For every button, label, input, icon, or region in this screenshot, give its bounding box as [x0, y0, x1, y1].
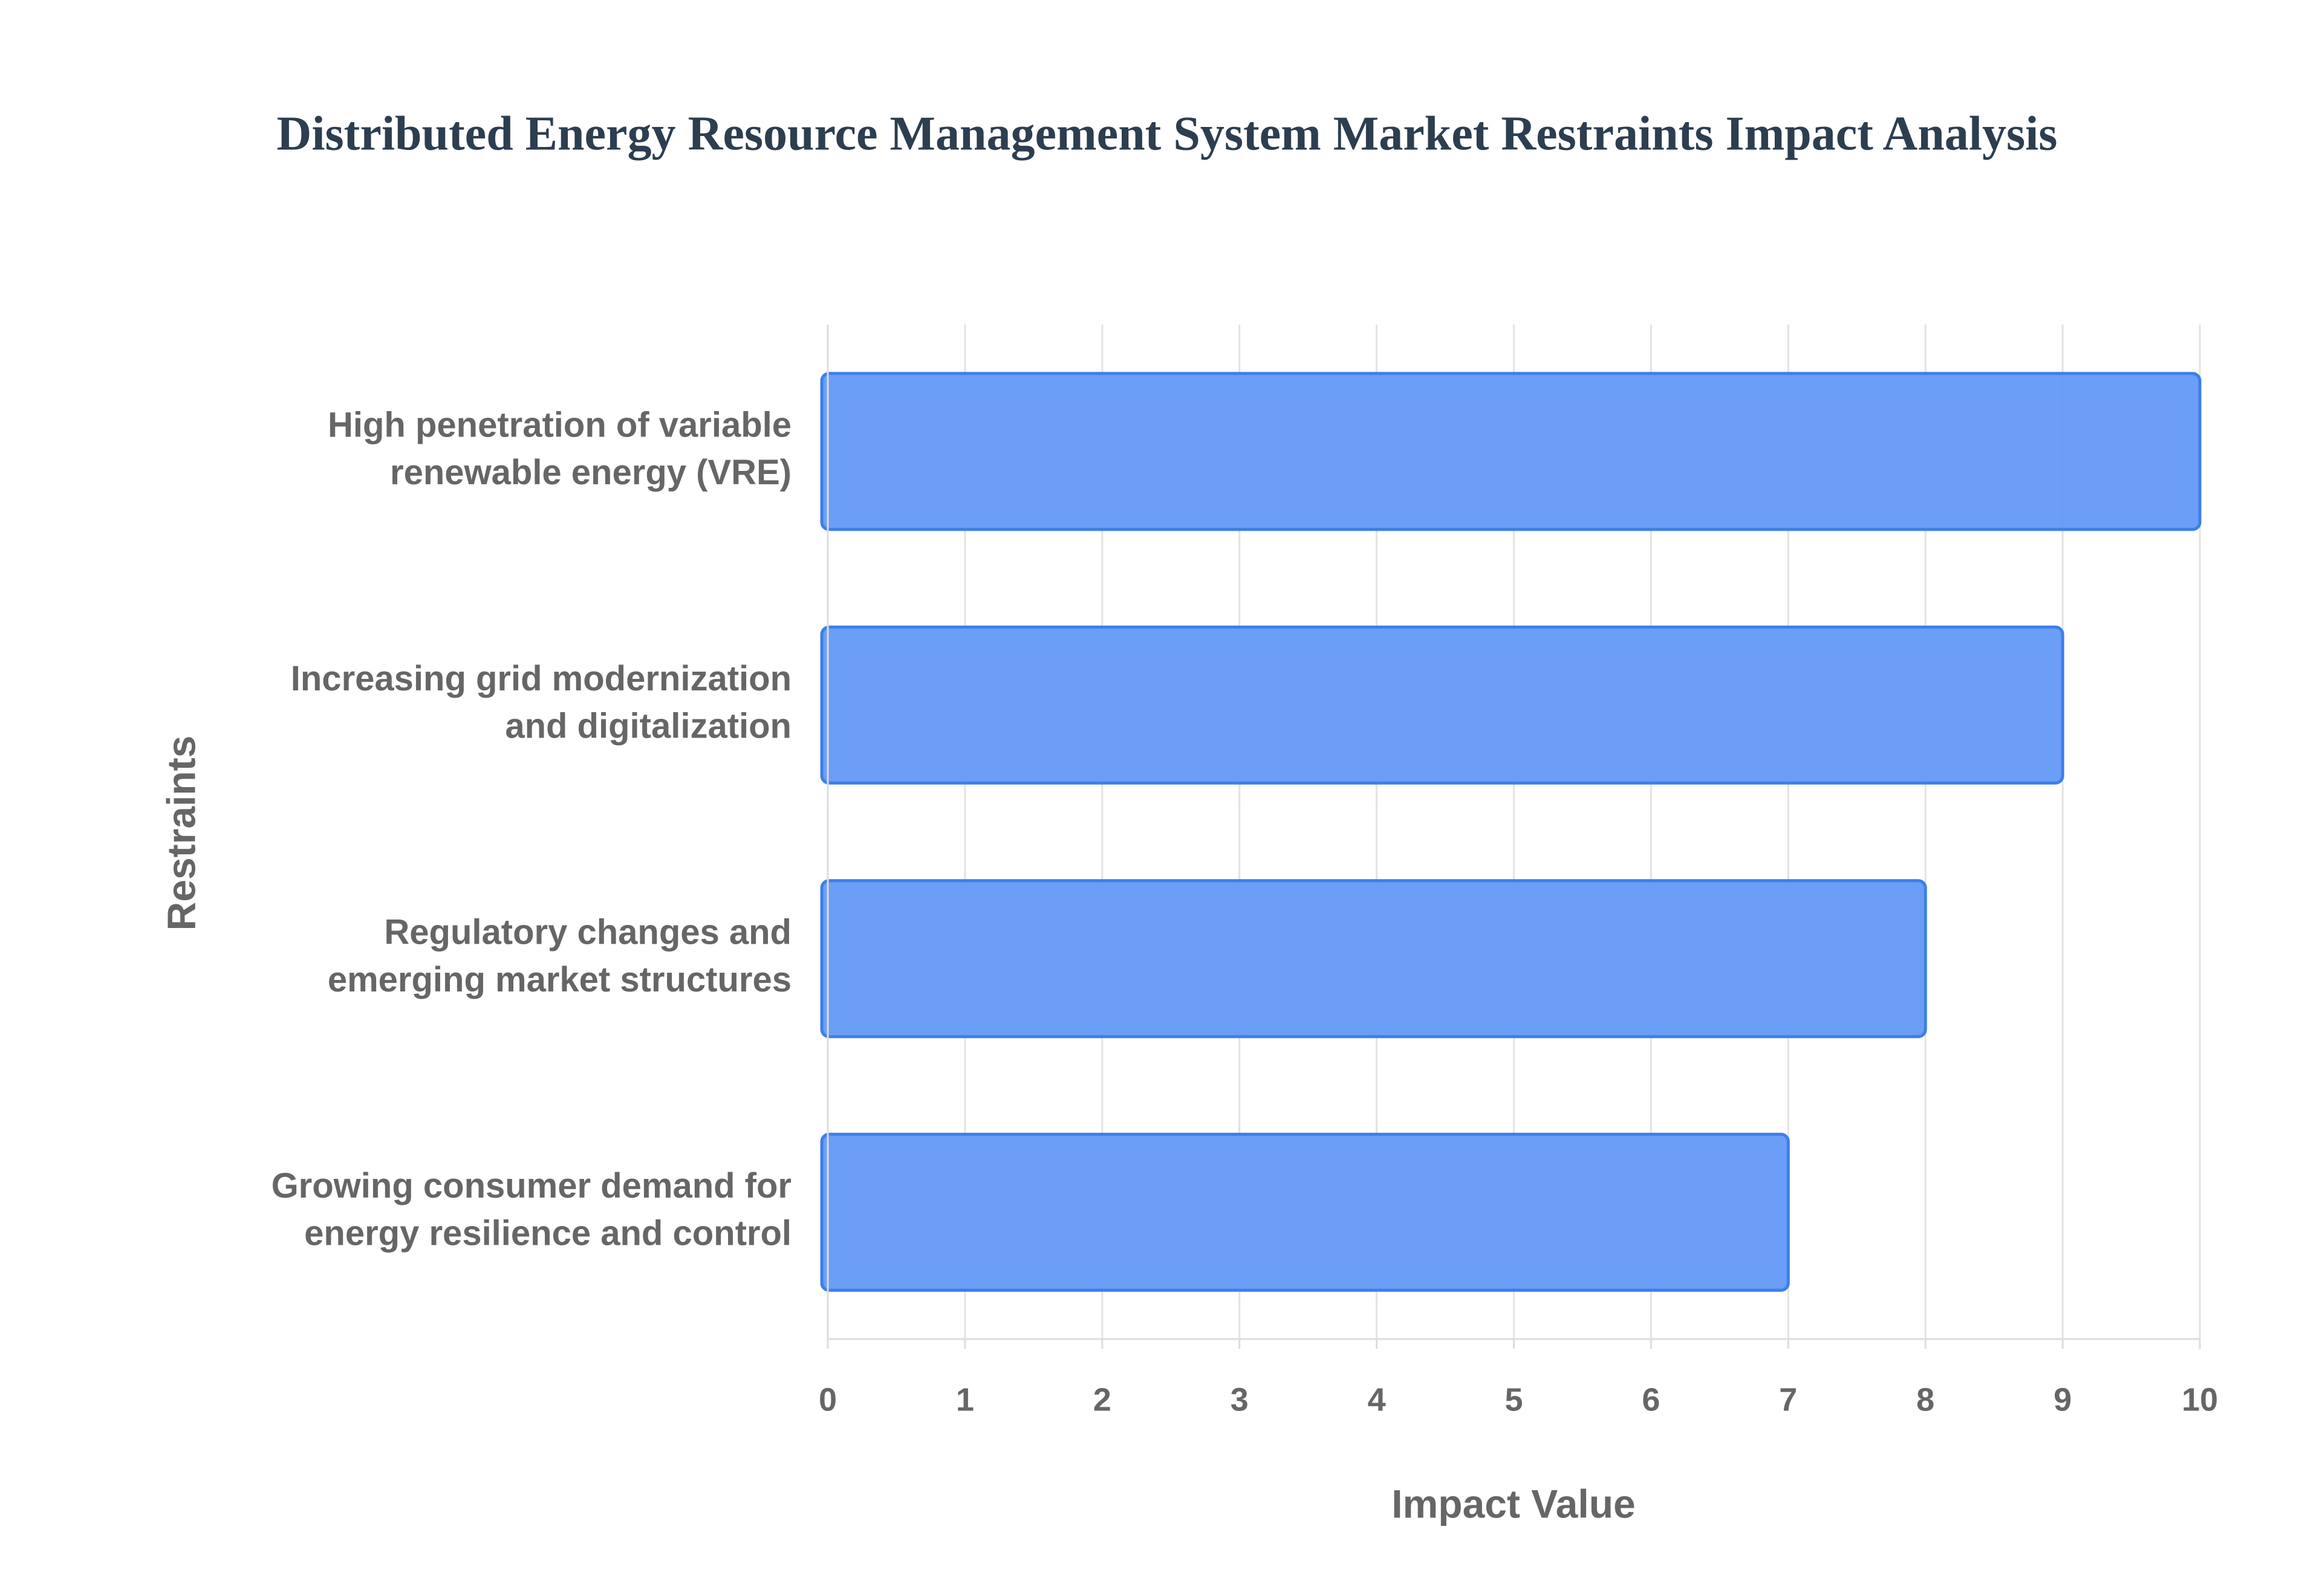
x-tick-label: 9: [2054, 1381, 2072, 1418]
bar: [820, 625, 2064, 785]
x-axis-label: Impact Value: [1391, 1481, 1636, 1526]
x-tick-label: 1: [956, 1381, 974, 1418]
x-tick-label: 8: [1916, 1381, 1934, 1418]
y-axis-label: Restraints: [158, 736, 203, 931]
x-tick-label: 4: [1368, 1381, 1386, 1418]
y-tick-label: High penetration of variable renewable en…: [328, 406, 792, 492]
y-tick-label: Regulatory changes and emerging market st…: [328, 913, 792, 999]
x-tick-label: 5: [1504, 1381, 1523, 1418]
chart-title: Distributed Energy Resource Management S…: [277, 107, 2058, 160]
bar: [820, 372, 2202, 531]
x-tick-label: 10: [2182, 1381, 2218, 1418]
x-tick-label: 0: [819, 1381, 837, 1418]
x-tick-label: 2: [1093, 1381, 1111, 1418]
y-tick-label: Growing consumer demand for energy resili…: [272, 1166, 792, 1253]
bar: [820, 1132, 1790, 1292]
bar: [820, 879, 1927, 1039]
x-tick-label: 6: [1642, 1381, 1660, 1418]
x-tick-label: 7: [1779, 1381, 1797, 1418]
y-tick-label: Increasing grid modernization and digital…: [291, 659, 792, 745]
x-tick-label: 3: [1231, 1381, 1249, 1418]
